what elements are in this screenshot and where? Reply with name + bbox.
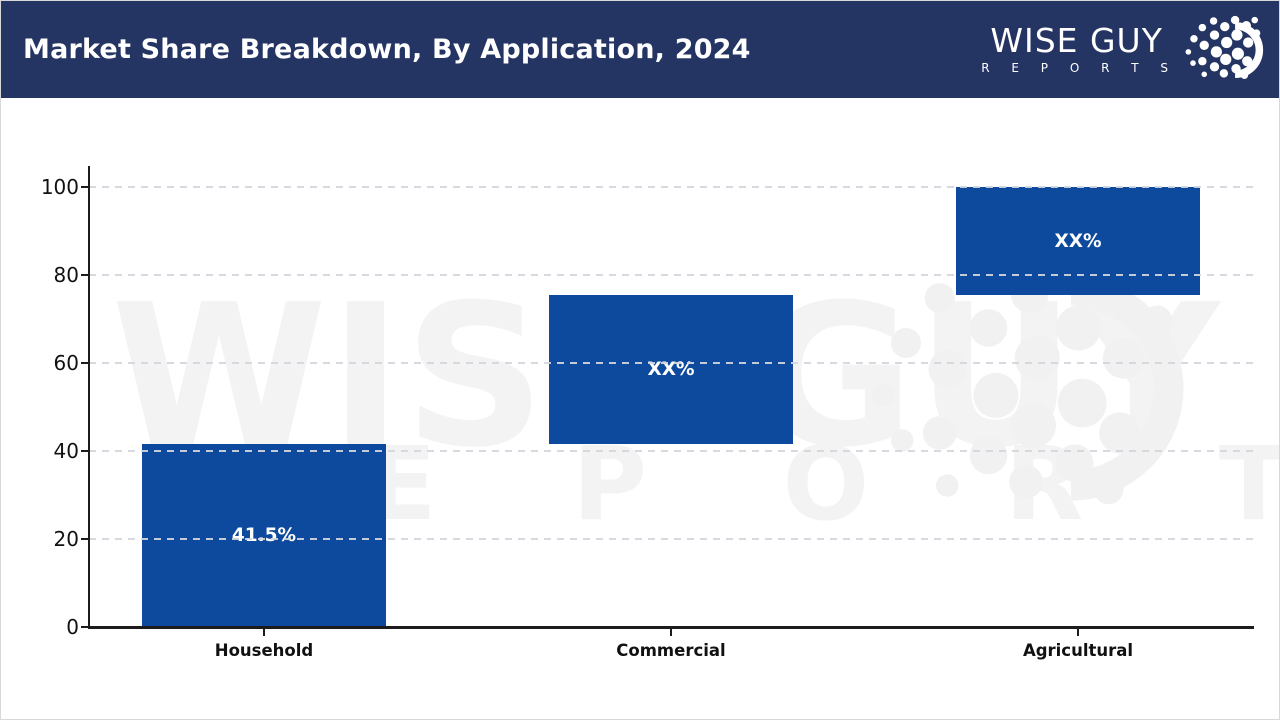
x-tick-agricultural xyxy=(1077,629,1079,636)
bar-value-label: XX% xyxy=(647,359,695,381)
y-tick-label-20: 20 xyxy=(53,527,79,551)
x-tick-household xyxy=(263,629,265,636)
gridline-40 xyxy=(89,450,1253,452)
y-tick-100 xyxy=(81,186,88,188)
x-label-commercial: Commercial xyxy=(616,641,726,660)
y-tick-label-40: 40 xyxy=(53,439,79,463)
x-axis-line xyxy=(88,626,1254,629)
bar-value-label: XX% xyxy=(1054,230,1102,252)
gridline-60 xyxy=(89,362,1253,364)
gridline-20 xyxy=(89,538,1253,540)
y-tick-label-60: 60 xyxy=(53,351,79,375)
dotted-head-profile-icon xyxy=(1179,13,1265,87)
y-tick-80 xyxy=(81,274,88,276)
logo-subtitle: R E P O R T S xyxy=(981,61,1177,75)
wise-guy-reports-logo: WISE GUY R E P O R T S xyxy=(976,13,1265,87)
y-tick-0 xyxy=(81,626,88,628)
y-tick-60 xyxy=(81,362,88,364)
logo-text: WISE GUY R E P O R T S xyxy=(976,24,1177,75)
bar-value-label: 41.5% xyxy=(231,525,297,547)
x-label-agricultural: Agricultural xyxy=(1022,641,1134,660)
x-label-household: Household xyxy=(214,641,314,660)
y-tick-label-100: 100 xyxy=(40,175,79,199)
header-bar: Market Share Breakdown, By Application, … xyxy=(1,1,1279,98)
bar-agricultural: XX% xyxy=(956,187,1200,296)
y-tick-label-80: 80 xyxy=(53,263,79,287)
gridline-80 xyxy=(89,274,1253,276)
x-tick-commercial xyxy=(670,629,672,636)
y-tick-40 xyxy=(81,450,88,452)
logo-wordmark: WISE GUY xyxy=(990,21,1163,60)
bar-household: 41.5% xyxy=(142,444,386,627)
y-tick-20 xyxy=(81,538,88,540)
page-title: Market Share Breakdown, By Application, … xyxy=(23,34,751,65)
gridline-100 xyxy=(89,186,1253,188)
y-axis-line xyxy=(88,166,90,628)
bar-commercial: XX% xyxy=(549,295,793,445)
y-tick-label-0: 0 xyxy=(66,615,79,639)
